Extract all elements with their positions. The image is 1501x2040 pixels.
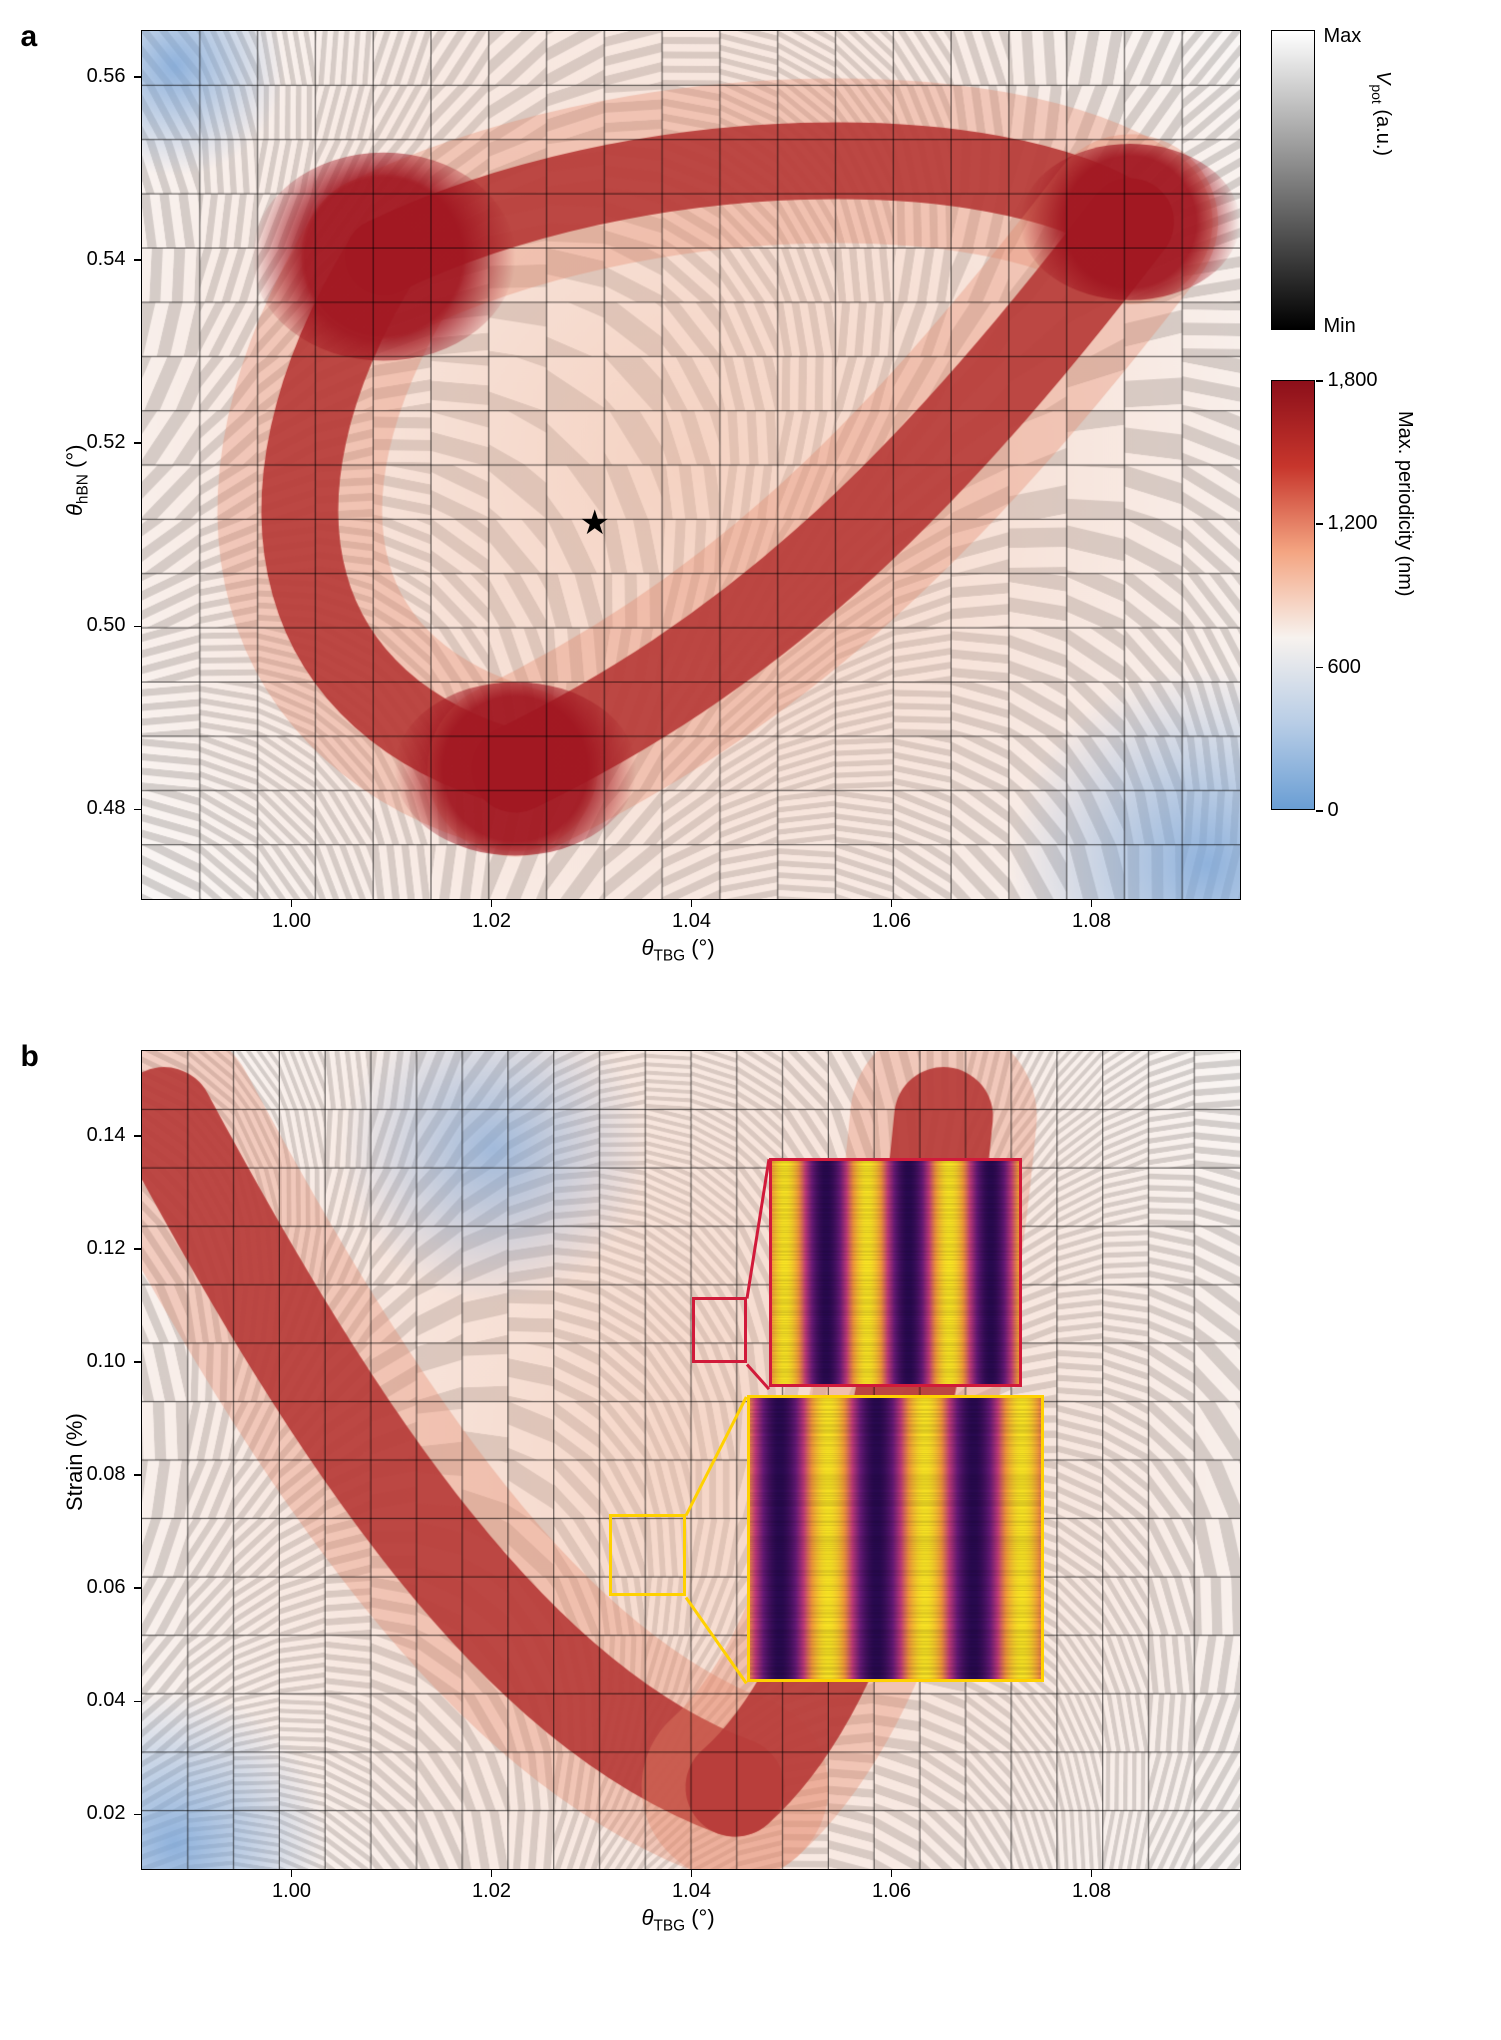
xtick-label: 1.00 (262, 1880, 322, 1903)
ytick-label: 0.54 (66, 248, 126, 271)
xtick-mark (491, 1869, 493, 1877)
cbar-vpot-max: Max (1324, 25, 1362, 48)
heatmap-canvas (142, 31, 1240, 899)
cbar-period-label: Max. periodicity (nm) (1393, 411, 1416, 597)
xtick-mark (291, 899, 293, 907)
ytick-mark (134, 1474, 142, 1476)
cbar-vpot: MaxMinVpot (a.u.) (1271, 30, 1315, 330)
ytick-mark (134, 626, 142, 628)
ytick-label: 0.56 (66, 65, 126, 88)
ytick-mark (134, 76, 142, 78)
cbar-period-ticklabel: 0 (1328, 799, 1339, 822)
ytick-label: 0.06 (66, 1576, 126, 1599)
ylabel: Strain (%) (62, 1413, 88, 1511)
yellow-inset (747, 1395, 1044, 1682)
ytick-label: 0.10 (66, 1350, 126, 1373)
panel-a-label: a (21, 20, 38, 54)
ytick-label: 0.04 (66, 1689, 126, 1712)
ytick-mark (134, 442, 142, 444)
panel-b: b 1.001.021.041.061.080.020.040.060.080.… (21, 1040, 1481, 1980)
xtick-mark (891, 899, 893, 907)
ytick-label: 0.50 (66, 614, 126, 637)
ytick-mark (134, 1248, 142, 1250)
cbar-period-ticklabel: 1,800 (1328, 369, 1378, 392)
plot-a: 1.001.021.041.061.080.480.500.520.540.56… (141, 30, 1241, 900)
red-source-box (692, 1297, 747, 1363)
xlabel: θTBG (°) (642, 1905, 715, 1935)
cbar-period-ticklabel: 600 (1328, 656, 1361, 679)
xtick-label: 1.02 (462, 1880, 522, 1903)
xtick-label: 1.04 (662, 1880, 722, 1903)
xtick-mark (691, 899, 693, 907)
ytick-mark (134, 1587, 142, 1589)
heatmap-canvas (142, 1051, 1240, 1869)
xtick-mark (1091, 899, 1093, 907)
cbar-vpot-min: Min (1324, 315, 1356, 338)
ytick-label: 0.48 (66, 797, 126, 820)
cbar-periodicity: 1,8001,2006000Max. periodicity (nm) (1271, 380, 1315, 810)
cbar-period-ticklabel: 1,200 (1328, 512, 1378, 535)
xtick-label: 1.08 (1062, 910, 1122, 933)
yellow-source-box (609, 1514, 686, 1596)
xtick-label: 1.06 (862, 1880, 922, 1903)
xtick-mark (291, 1869, 293, 1877)
red-inset-image (772, 1161, 1019, 1385)
star-marker: ★ (580, 506, 610, 540)
figure-wrap: a 1.001.021.041.061.080.480.500.520.540.… (21, 20, 1481, 1980)
cbar-period-tick (1316, 523, 1323, 525)
ytick-mark (134, 1361, 142, 1363)
cbar-period-tick (1316, 810, 1323, 812)
ylabel: θhBN (°) (62, 445, 92, 516)
red-inset (769, 1158, 1022, 1388)
xtick-label: 1.02 (462, 910, 522, 933)
ytick-mark (134, 1701, 142, 1703)
ytick-mark (134, 1135, 142, 1137)
cbar-period-tick (1316, 667, 1323, 669)
xtick-label: 1.06 (862, 910, 922, 933)
ytick-label: 0.02 (66, 1802, 126, 1825)
ytick-mark (134, 809, 142, 811)
xtick-label: 1.08 (1062, 1880, 1122, 1903)
xlabel: θTBG (°) (642, 935, 715, 965)
plot-b: 1.001.021.041.061.080.020.040.060.080.10… (141, 1050, 1241, 1870)
xtick-label: 1.04 (662, 910, 722, 933)
panel-b-label: b (21, 1040, 39, 1074)
xtick-mark (491, 899, 493, 907)
xtick-mark (691, 1869, 693, 1877)
yellow-inset-image (750, 1398, 1041, 1679)
xtick-mark (891, 1869, 893, 1877)
ytick-label: 0.12 (66, 1237, 126, 1260)
cbar-vpot-label: Vpot (a.u.) (1369, 71, 1394, 156)
panel-a: a 1.001.021.041.061.080.480.500.520.540.… (21, 20, 1481, 1000)
cbar-period-tick (1316, 380, 1323, 382)
ytick-mark (134, 1814, 142, 1816)
xtick-mark (1091, 1869, 1093, 1877)
xtick-label: 1.00 (262, 910, 322, 933)
ytick-label: 0.14 (66, 1124, 126, 1147)
ytick-mark (134, 259, 142, 261)
